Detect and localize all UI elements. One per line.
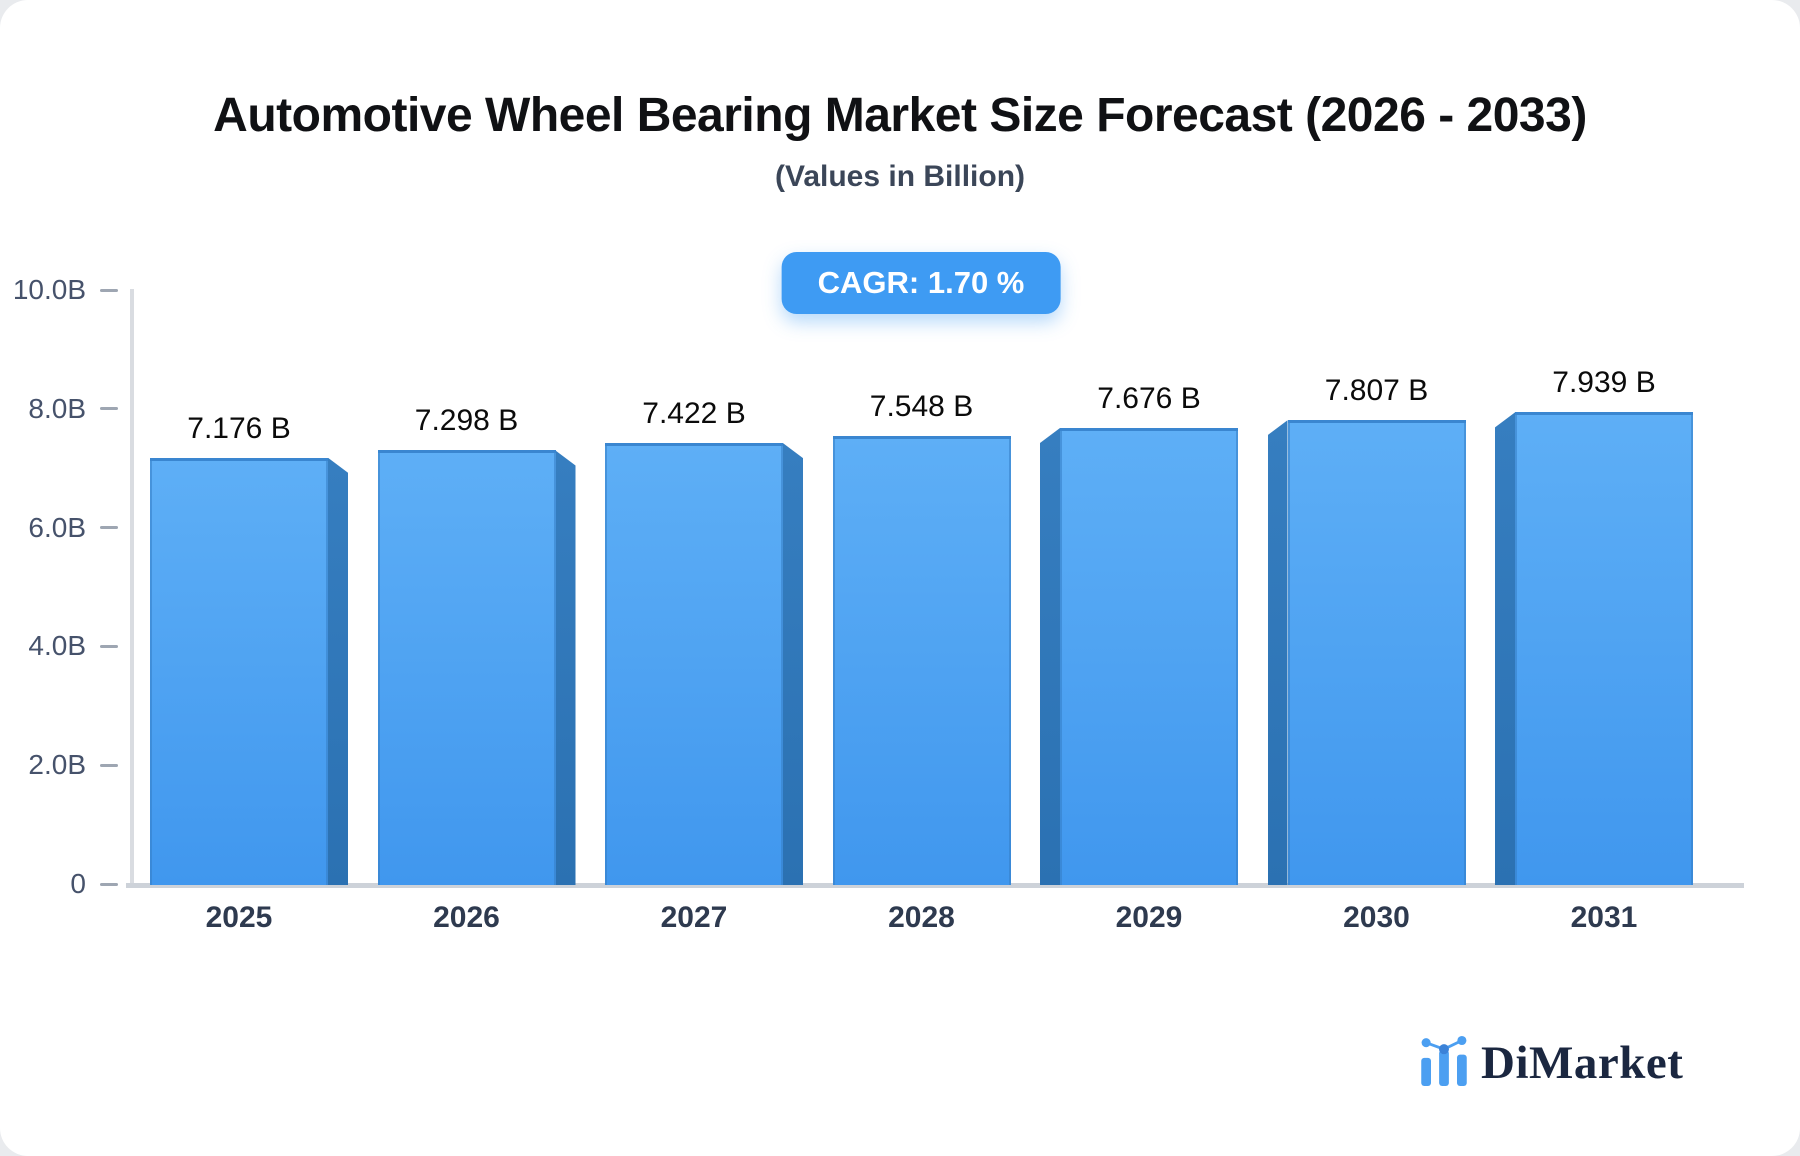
y-tick-label: 0 [70, 868, 86, 899]
x-tick-label-2031: 2031 [1570, 901, 1638, 934]
bar-2031[interactable] [1495, 412, 1693, 885]
bar-value-label: 7.176 B [187, 411, 291, 445]
bar-face [150, 457, 328, 885]
bar-value-label: 7.939 B [1552, 366, 1656, 400]
y-tick-label: 4.0B [28, 630, 86, 662]
x-axis-line [126, 883, 1744, 888]
bar-face [1515, 412, 1693, 885]
y-tick-dash [100, 288, 118, 292]
x-tick-label-2026: 2026 [433, 901, 500, 934]
chart-subtitle: (Values in Billion) [774, 160, 1026, 193]
bar-2028[interactable] [832, 435, 1011, 885]
bar-face [832, 435, 1011, 885]
cagr-badge: CAGR: 1.70 % [781, 252, 1061, 314]
mini-bar-chart-with-trend-dots-icon [1420, 1034, 1468, 1091]
brand-logo-text: DiMarket [1481, 1036, 1684, 1089]
bar-face [377, 450, 556, 885]
bar-2026[interactable] [377, 450, 576, 885]
bar-side-3d [555, 450, 576, 885]
y-tick-dash [100, 763, 118, 767]
bar-side-3d [783, 443, 803, 885]
bar-value-label: 7.676 B [1097, 382, 1201, 416]
x-tick-label-2029: 2029 [1115, 901, 1183, 934]
bar-value-label: 7.422 B [642, 397, 746, 431]
x-tick-label-2027: 2027 [660, 901, 728, 934]
bar-value-label: 7.298 B [414, 404, 519, 438]
bar-2027[interactable] [605, 443, 803, 885]
y-tick-label: 6.0B [28, 511, 86, 543]
bar-side-3d [1495, 412, 1515, 885]
bar-side-3d [1267, 420, 1288, 885]
bar-2030[interactable] [1267, 420, 1466, 885]
x-tick-label-2030: 2030 [1343, 901, 1410, 934]
x-tick-label-2025: 2025 [205, 901, 273, 934]
y-tick-label: 8.0B [28, 392, 86, 424]
bar-value-label: 7.807 B [1324, 374, 1429, 408]
x-tick-label-2028: 2028 [888, 901, 955, 934]
y-axis-line [130, 289, 134, 887]
bar-face [1287, 420, 1466, 885]
brand-logo: DiMarket [1420, 1034, 1683, 1091]
bar-side-3d [328, 457, 348, 885]
y-tick-dash [100, 407, 118, 411]
bar-value-label: 7.548 B [869, 389, 974, 423]
bar-2025[interactable] [150, 457, 348, 885]
bar-face [1060, 428, 1238, 885]
bar-side-3d [1040, 428, 1060, 885]
y-tick-label: 2.0B [28, 749, 86, 781]
y-tick-label: 10.0B [12, 274, 86, 305]
y-tick-dash [100, 644, 118, 648]
bar-2029[interactable] [1040, 428, 1238, 885]
y-tick-dash [100, 882, 118, 886]
chart-title: Automotive Wheel Bearing Market Size For… [213, 89, 1587, 142]
bar-face [605, 443, 783, 885]
y-tick-dash [100, 526, 118, 530]
